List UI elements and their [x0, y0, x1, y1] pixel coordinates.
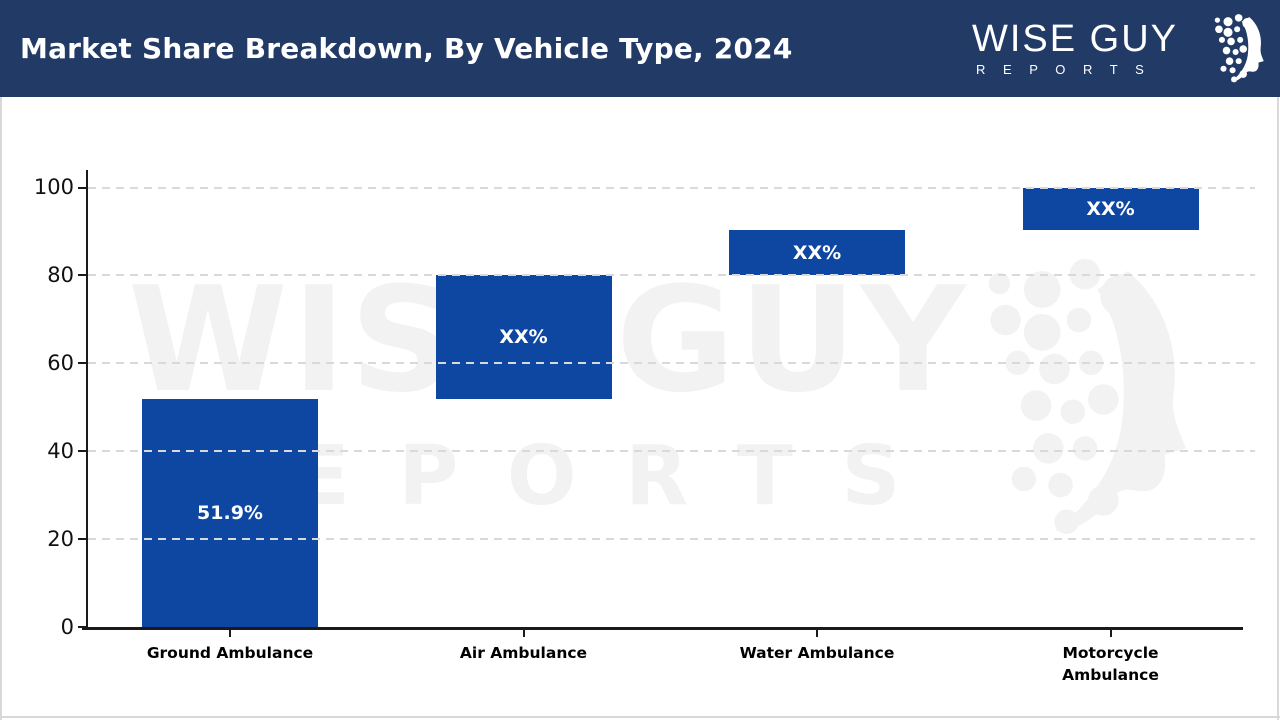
x-tick-mark — [1109, 629, 1112, 637]
x-category-label: Motorcycle Ambulance — [1062, 644, 1159, 684]
y-tick-mark — [78, 626, 86, 628]
y-tick-label: 100 — [33, 175, 74, 200]
y-tick-mark — [78, 274, 86, 277]
y-tick-label: 0 — [60, 614, 74, 639]
y-tick-label: 40 — [47, 439, 74, 464]
y-tick-mark — [78, 186, 86, 189]
x-tick-mark — [229, 629, 231, 637]
page-left-border — [0, 97, 2, 720]
watermark-head-icon — [988, 258, 1186, 534]
bar-motorcycle: XX% — [1022, 187, 1199, 231]
y-tick-mark — [78, 538, 86, 541]
y-tick-label: 20 — [47, 526, 74, 551]
brand-logo: WISE GUY R E P O R T S — [972, 3, 1266, 95]
bar-value-label: XX% — [1086, 197, 1135, 220]
y-tick-label: 60 — [47, 351, 74, 376]
bar-value-label: XX% — [792, 241, 842, 264]
x-axis-line — [82, 627, 1243, 630]
y-axis-line — [86, 170, 88, 629]
x-category-label: Ground Ambulance — [146, 644, 314, 662]
logo-reports-text: R E P O R T S — [975, 62, 1151, 77]
logo-wiseguy-text: WISE GUY — [971, 18, 1178, 60]
bar-value-label: 51.9% — [197, 501, 263, 524]
gridline-60 — [88, 362, 1255, 365]
y-tick-mark — [78, 362, 86, 365]
gridline-40 — [88, 450, 1255, 453]
gridline-80 — [88, 274, 1255, 277]
logo-head-icon — [1214, 13, 1264, 82]
x-tick-mark — [816, 629, 818, 637]
header-bar: Market Share Breakdown, By Vehicle Type,… — [0, 0, 1280, 97]
bar-value-label: XX% — [499, 326, 548, 349]
plot-area: 51.9% XX% XX% XX% 0 20 40 60 80 100 Ground Ambulan… — [34, 170, 1255, 684]
bar-water-ambulance: XX% — [729, 230, 905, 276]
page-bottom-border — [0, 716, 1280, 718]
y-tick-mark — [78, 450, 86, 453]
x-tick-mark — [522, 629, 525, 637]
y-tick-label: 80 — [47, 263, 74, 288]
gridline-20 — [88, 538, 1255, 541]
bar-air-ambulance: XX% — [435, 275, 612, 399]
bar-ground-ambulance: 51.9% — [142, 398, 318, 627]
page-right-border — [1277, 97, 1279, 720]
page-title: Market Share Breakdown, By Vehicle Type,… — [20, 32, 793, 65]
x-category-label: Water Ambulance — [739, 644, 895, 662]
brand-logo-text: WISE GUY R E P O R T S — [972, 20, 1178, 77]
gridline-100 — [88, 186, 1255, 189]
x-category-label: Air Ambulance — [459, 644, 588, 662]
